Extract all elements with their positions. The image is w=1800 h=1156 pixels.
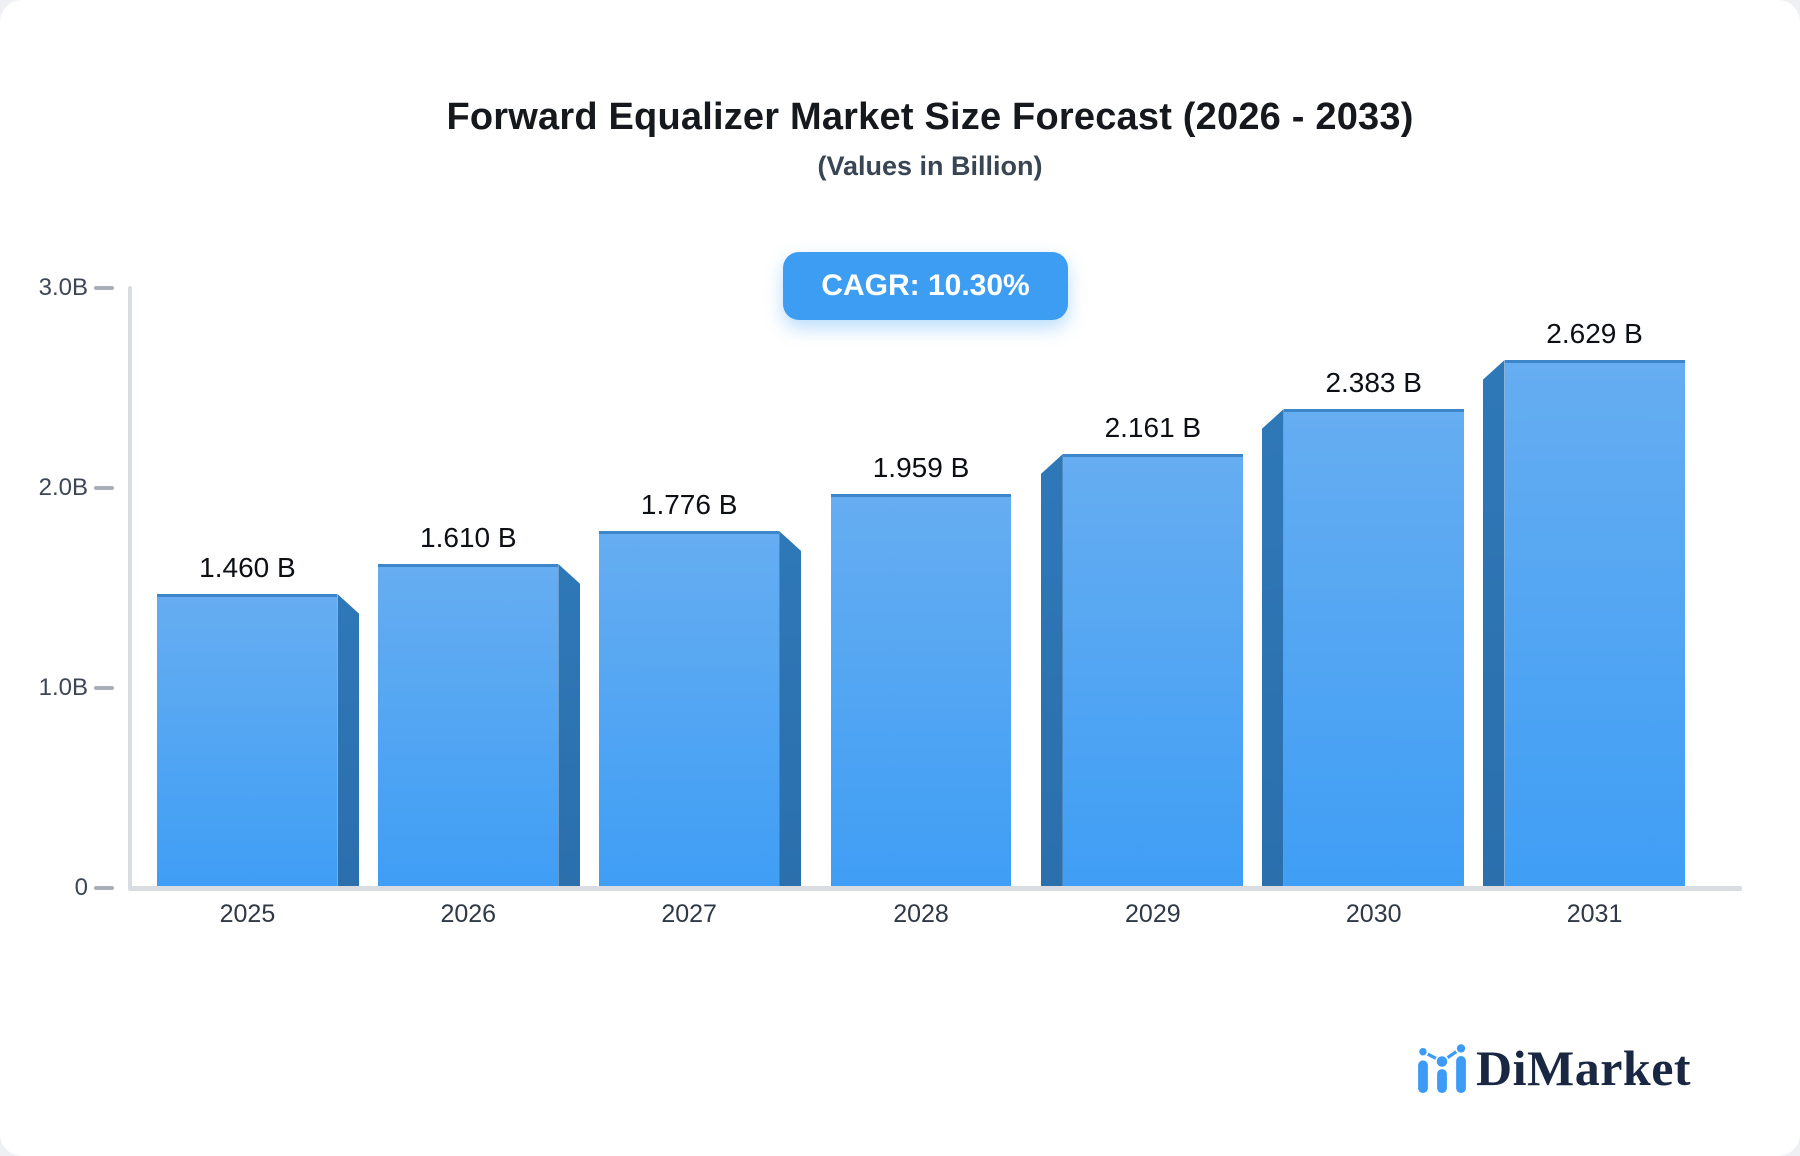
x-axis-label: 2028: [893, 900, 949, 928]
chart-header: Forward Equalizer Market Size Forecast (…: [130, 96, 1730, 182]
x-axis-line: [128, 886, 1742, 891]
bar-value-label: 1.460 B: [199, 552, 296, 583]
y-tick-mark: [94, 486, 114, 490]
x-axis-label: 2031: [1566, 900, 1623, 928]
y-tick-label: 0: [74, 874, 88, 901]
y-tick-label: 2.0B: [38, 474, 88, 501]
x-axis-label: 2030: [1345, 900, 1402, 928]
y-axis-line: [128, 286, 132, 888]
bar-2030-side-face: [1261, 409, 1284, 886]
brand-logo: DiMarket: [1418, 1036, 1691, 1100]
bars-container: 1.460 B 2025 1.610 B 2026 1.776 B 2027 1.959 B…: [148, 0, 1694, 1000]
bar-2029: [1062, 454, 1243, 886]
bar-2026: [378, 564, 559, 886]
brand-name: DiMarket: [1476, 1040, 1692, 1096]
bar-2025: [157, 594, 338, 886]
bar-value-label: 1.959 B: [872, 452, 970, 483]
bar-2027-side-face: [779, 531, 802, 886]
bar-value-label: 2.629 B: [1546, 318, 1643, 349]
x-axis-label: 2029: [1125, 900, 1181, 928]
y-tick-mark: [94, 686, 114, 690]
bar-value-label: 2.383 B: [1325, 367, 1422, 398]
bar-2025-side-face: [337, 594, 360, 886]
bar-line-chart-icon: [1418, 1043, 1466, 1093]
cagr-badge: CAGR: 10.30%: [783, 252, 1068, 320]
x-axis-label: 2025: [219, 900, 276, 928]
chart-subtitle: (Values in Billion): [817, 151, 1043, 181]
bar-2031-side-face: [1482, 360, 1505, 886]
y-tick-label: 1.0B: [38, 674, 88, 701]
y-tick-mark: [94, 886, 114, 890]
y-tick-label: 3.0B: [38, 274, 88, 301]
bar-2030: [1283, 409, 1464, 886]
bar-value-label: 1.610 B: [420, 522, 517, 553]
bar-2028: [831, 494, 1011, 886]
x-axis-label: 2027: [661, 900, 717, 928]
bar-2029-side-face: [1040, 454, 1063, 886]
chart-title: Forward Equalizer Market Size Forecast (…: [446, 96, 1414, 138]
bar-value-label: 2.161 B: [1104, 412, 1202, 443]
y-tick-mark: [94, 286, 114, 290]
bar-value-label: 1.776 B: [640, 489, 738, 520]
bar-2031: [1504, 360, 1685, 886]
x-axis-label: 2026: [440, 900, 497, 928]
bar-2026-side-face: [558, 564, 581, 886]
bar-2027: [599, 531, 780, 886]
